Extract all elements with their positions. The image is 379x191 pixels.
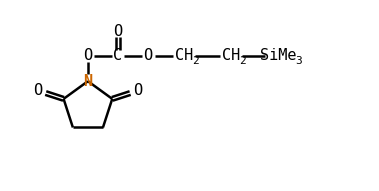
Text: 2: 2 [192,56,199,66]
Text: O: O [83,49,92,63]
Text: N: N [83,74,92,89]
Text: CH: CH [222,49,240,63]
Text: C: C [113,49,122,63]
Text: SiMe: SiMe [260,49,296,63]
Text: O: O [33,83,42,98]
Text: O: O [113,24,122,39]
Text: CH: CH [175,49,193,63]
Text: 2: 2 [239,56,246,66]
Text: 3: 3 [295,56,302,66]
Text: O: O [133,83,143,98]
Text: O: O [144,49,153,63]
